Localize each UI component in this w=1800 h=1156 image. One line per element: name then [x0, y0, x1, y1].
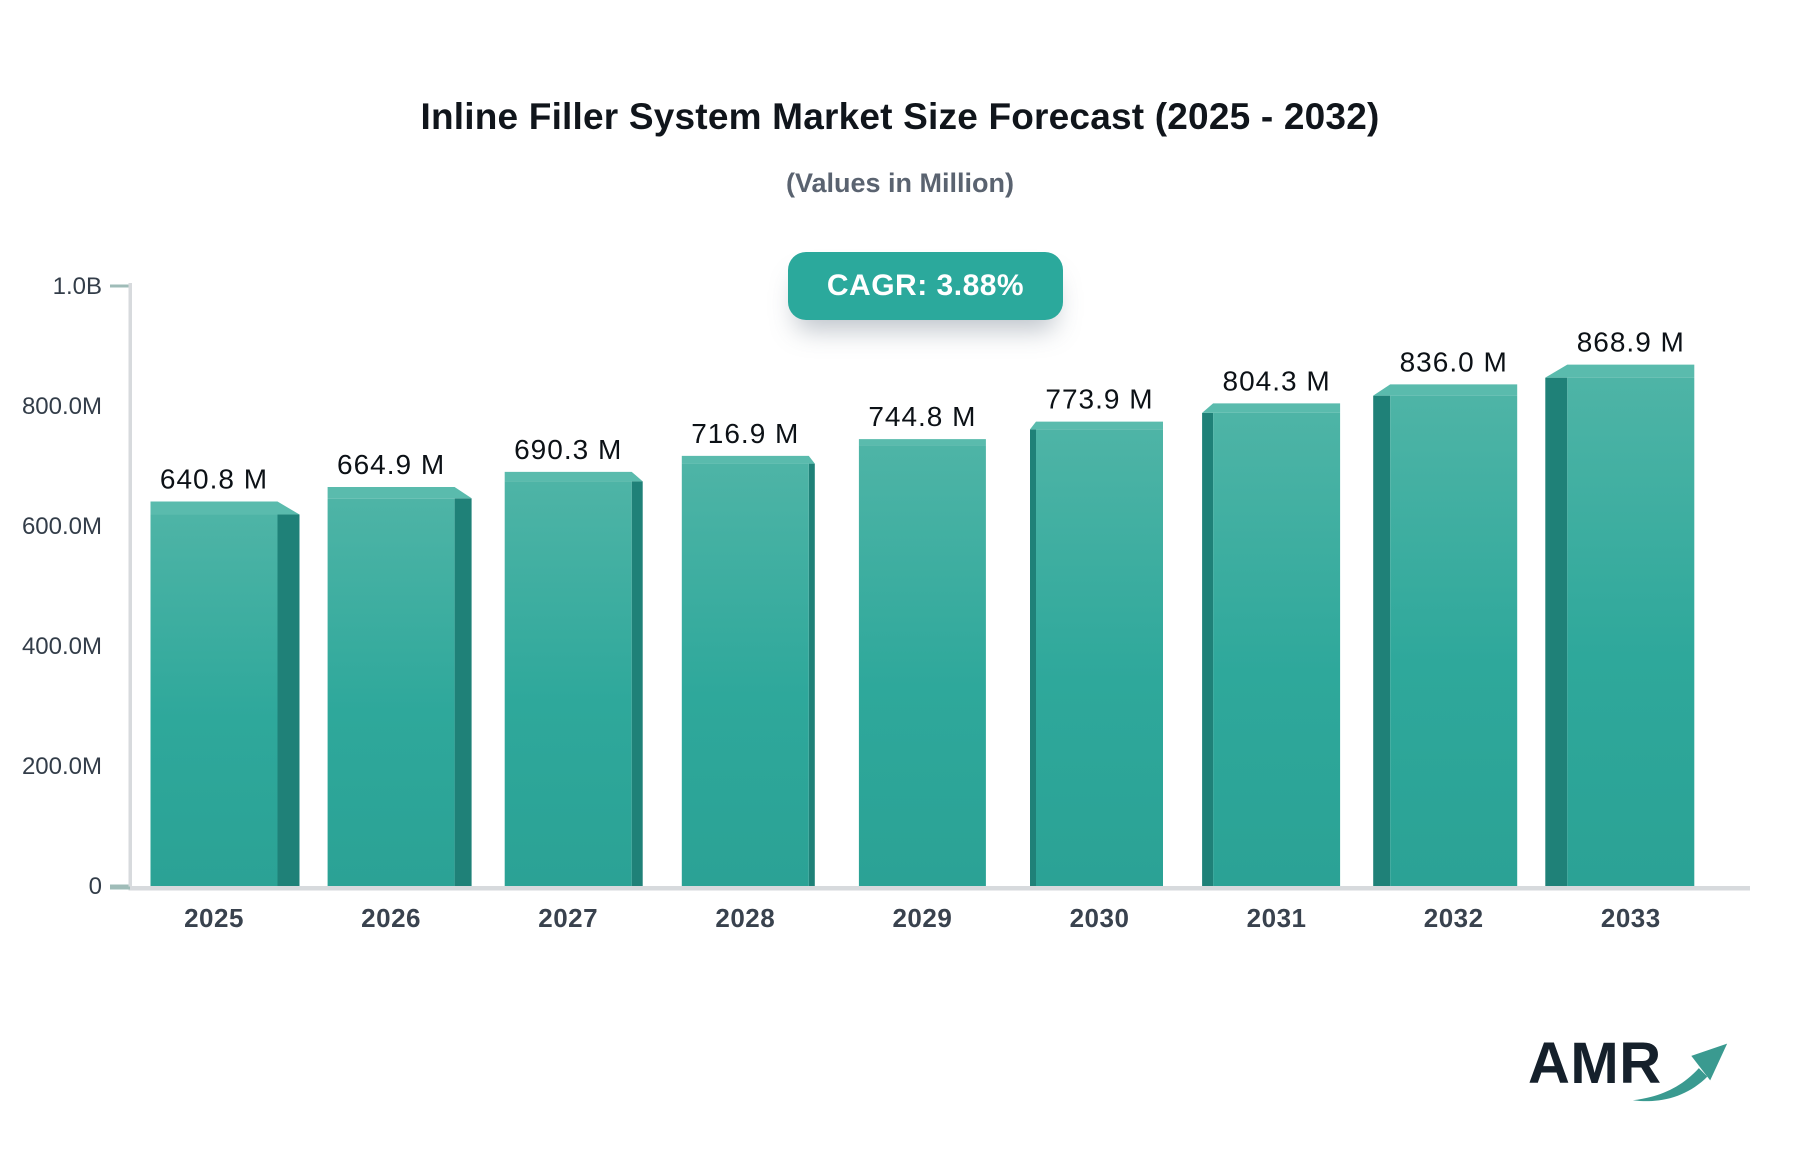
- bar-2033: [1545, 364, 1695, 886]
- bar-side-face: [1373, 395, 1391, 886]
- y-tick-label: 200.0M: [22, 753, 102, 780]
- y-tick-label: 600.0M: [22, 513, 102, 540]
- x-tick-label: 2032: [1424, 903, 1484, 933]
- bar-top-face: [858, 439, 986, 446]
- bar-value-label: 744.8 M: [868, 401, 976, 432]
- bar-side-face: [454, 498, 472, 886]
- trend-up-arrow-icon: [1632, 1043, 1728, 1102]
- y-axis-tick: [110, 884, 130, 888]
- bar-front-face: [858, 445, 986, 886]
- bar-value-label: 773.9 M: [1045, 384, 1153, 415]
- x-axis-line: [128, 886, 1750, 891]
- y-axis-line: [128, 283, 132, 890]
- bar-side-face: [277, 514, 300, 886]
- bar-side-face: [808, 463, 815, 886]
- bar-top-face: [327, 487, 472, 499]
- x-tick-label: 2031: [1247, 903, 1307, 933]
- bar-value-label: 716.9 M: [691, 418, 799, 449]
- x-tick-label: 2028: [715, 903, 775, 933]
- y-tick-label: 400.0M: [22, 633, 102, 660]
- bar-value-label: 804.3 M: [1223, 365, 1331, 396]
- x-tick-label: 2025: [184, 903, 244, 933]
- bar-2030: [1030, 421, 1163, 886]
- x-tick-label: 2033: [1601, 903, 1661, 933]
- bar-2032: [1373, 384, 1518, 886]
- bar-value-label: 868.9 M: [1577, 327, 1685, 358]
- chart-title: Inline Filler System Market Size Forecas…: [420, 96, 1380, 137]
- bar-side-face: [1202, 412, 1214, 886]
- bar-side-face: [1545, 377, 1568, 886]
- bar-front-face: [1213, 412, 1341, 886]
- bar-2028: [681, 455, 815, 886]
- x-axis-origin-tick: [110, 886, 130, 890]
- bar-top-face: [1030, 421, 1163, 430]
- bar-front-face: [1036, 429, 1163, 886]
- y-tick-label: 800.0M: [22, 393, 102, 420]
- x-tick-label: 2030: [1070, 903, 1130, 933]
- x-tick-label: 2029: [892, 903, 952, 933]
- chart-subtitle: (Values in Million): [785, 168, 1015, 198]
- bar-value-label: 664.9 M: [337, 449, 445, 480]
- x-tick-label: 2026: [361, 903, 421, 933]
- bar-front-face: [1567, 377, 1695, 886]
- bar-front-face: [1390, 395, 1518, 886]
- bar-top-face: [681, 455, 815, 464]
- x-tick-label: 2027: [538, 903, 598, 933]
- bar-top-face: [1202, 403, 1341, 413]
- amr-logo-text: AMR: [1528, 1031, 1662, 1096]
- bar-2025: [150, 501, 300, 886]
- bar-front-face: [150, 514, 278, 886]
- bar-front-face: [681, 463, 809, 886]
- bar-top-face: [1545, 364, 1695, 378]
- cagr-badge: CAGR: 3.88%: [788, 252, 1063, 320]
- bar-2031: [1202, 403, 1341, 886]
- y-axis-tick: [110, 284, 130, 288]
- y-tick-label: 1.0B: [53, 273, 102, 300]
- bar-side-face: [1030, 429, 1036, 886]
- bar-2029: [858, 439, 986, 886]
- bar-value-label: 836.0 M: [1400, 346, 1508, 377]
- bar-top-face: [504, 471, 643, 482]
- bar-2026: [327, 487, 472, 886]
- bar-front-face: [504, 481, 632, 886]
- bar-2027: [504, 471, 643, 886]
- bar-side-face: [631, 481, 643, 886]
- amr-logo: AMR: [1516, 1030, 1736, 1114]
- bar-top-face: [150, 501, 300, 515]
- bar-value-label: 690.3 M: [514, 434, 622, 465]
- y-tick-label: 0: [89, 873, 102, 900]
- bar-top-face: [1373, 384, 1518, 396]
- bar-value-label: 640.8 M: [160, 464, 268, 495]
- bar-front-face: [327, 498, 455, 886]
